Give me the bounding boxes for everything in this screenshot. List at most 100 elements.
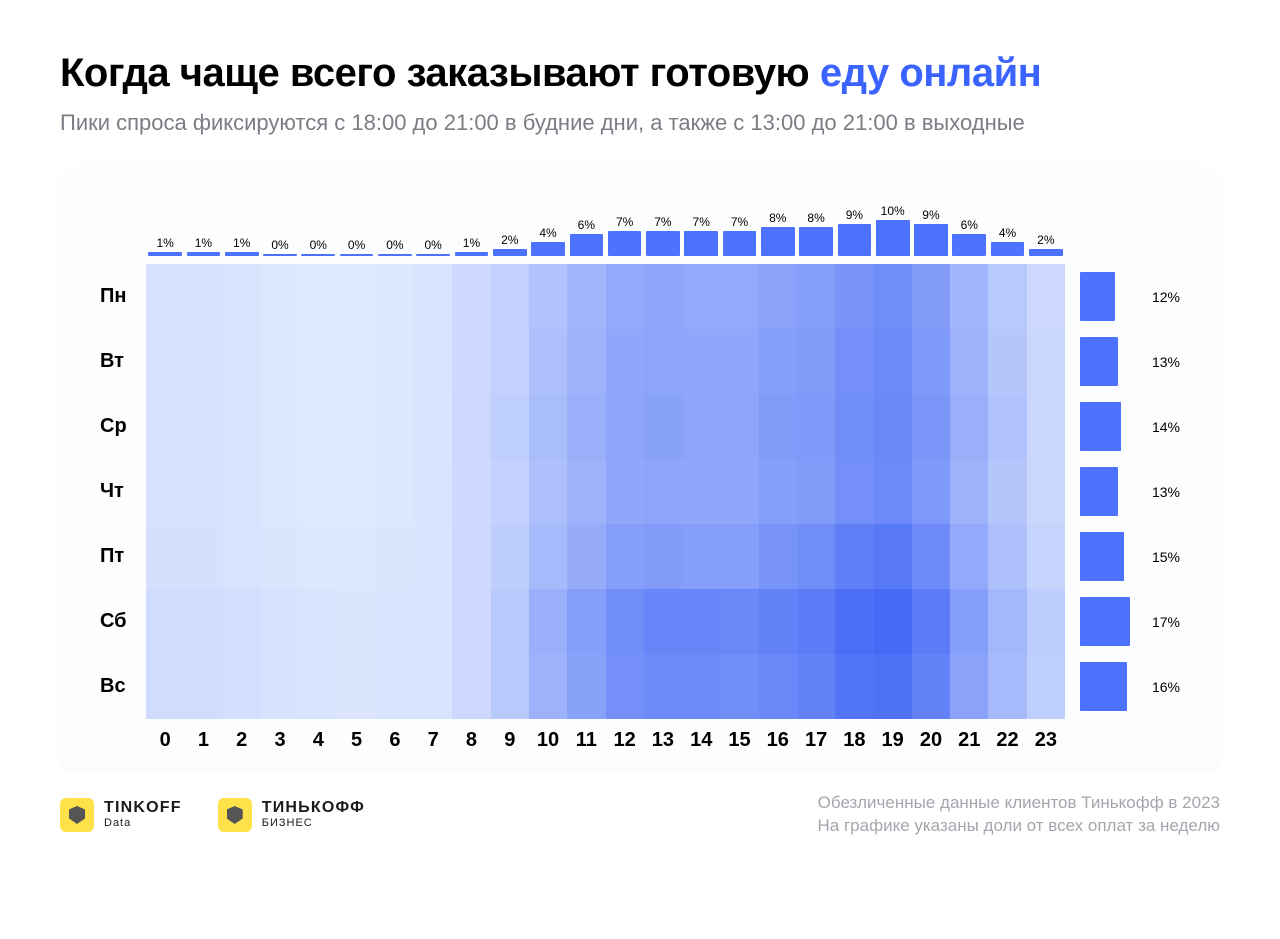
day-label: Пн: [100, 285, 146, 308]
hour-bar-rect: [225, 252, 259, 256]
heat-cell: [1027, 394, 1065, 459]
day-bar-rect: [1080, 337, 1118, 385]
hour-bar-rect: [531, 242, 565, 256]
hour-bar-rect: [187, 252, 221, 256]
day-value: 12%: [1130, 289, 1180, 305]
heat-cell: [606, 524, 644, 589]
heat-cell: [452, 329, 490, 394]
hour-label: 14: [682, 729, 720, 752]
hour-label: 18: [835, 729, 873, 752]
heat-cell: [912, 654, 950, 719]
heat-cell: [414, 329, 452, 394]
hour-bar-label: 0%: [310, 238, 327, 252]
hour-bar: 4%: [529, 196, 567, 256]
heat-cell: [606, 394, 644, 459]
hour-bar-rect: [148, 252, 182, 256]
heat-cell: [146, 264, 184, 329]
day-bar: [1080, 264, 1130, 329]
heat-cell: [950, 394, 988, 459]
heat-cell: [567, 264, 605, 329]
heat-cell: [414, 589, 452, 654]
heat-cell: [644, 459, 682, 524]
hour-bar: 1%: [452, 196, 490, 256]
day-bar: [1080, 589, 1130, 654]
hour-label: 6: [376, 729, 414, 752]
heat-cell: [606, 589, 644, 654]
heat-cell: [759, 589, 797, 654]
title-plain: Когда чаще всего заказывают готовую: [60, 51, 820, 95]
heat-cell: [184, 329, 222, 394]
hour-bar-rect: [952, 234, 986, 256]
heat-cell: [146, 524, 184, 589]
heat-cell: [682, 394, 720, 459]
hour-label: 23: [1027, 729, 1065, 752]
hour-bar: 0%: [261, 196, 299, 256]
heat-cell: [184, 654, 222, 719]
hour-bar-label: 6%: [578, 218, 595, 232]
day-bar: [1080, 524, 1130, 589]
hour-bar: 7%: [720, 196, 758, 256]
hour-bar: 1%: [146, 196, 184, 256]
heat-cell: [146, 329, 184, 394]
heat-cell: [376, 264, 414, 329]
heat-cell: [146, 654, 184, 719]
hour-bar-rect: [608, 231, 642, 256]
hour-label: 16: [759, 729, 797, 752]
heat-cell: [912, 524, 950, 589]
logo-tinkoff-data: TINKOFF Data: [60, 798, 182, 832]
heat-cell: [567, 589, 605, 654]
heat-cell: [376, 524, 414, 589]
heat-cell: [759, 264, 797, 329]
heat-cell: [912, 264, 950, 329]
heat-cell: [146, 589, 184, 654]
day-bar: [1080, 394, 1130, 459]
heat-cell: [223, 394, 261, 459]
heatmap-grid: [146, 264, 1065, 719]
day-bar-rect: [1080, 597, 1130, 645]
heat-cell: [452, 524, 490, 589]
heat-cell: [261, 329, 299, 394]
heat-cell: [529, 654, 567, 719]
heat-cell: [223, 264, 261, 329]
hour-bar-label: 7%: [731, 215, 748, 229]
hour-bar: 9%: [912, 196, 950, 256]
heat-cell: [988, 459, 1026, 524]
hour-label: 20: [912, 729, 950, 752]
heat-cell: [759, 329, 797, 394]
logos: TINKOFF Data ТИНЬКОФФ БИЗНЕС: [60, 798, 365, 832]
day-bar-rect: [1080, 272, 1115, 320]
heat-cell: [337, 524, 375, 589]
heat-cell: [452, 459, 490, 524]
hour-bar-label: 6%: [961, 218, 978, 232]
heat-cell: [529, 589, 567, 654]
logo1-main: TINKOFF: [104, 800, 182, 816]
hour-label: 12: [606, 729, 644, 752]
heat-cell: [644, 589, 682, 654]
heat-cell: [835, 329, 873, 394]
heat-cell: [414, 524, 452, 589]
hour-bar-label: 4%: [999, 226, 1016, 240]
hour-label: 19: [874, 729, 912, 752]
hour-bar: 10%: [874, 196, 912, 256]
heat-cell: [912, 329, 950, 394]
heat-cell: [720, 394, 758, 459]
hour-label: 15: [720, 729, 758, 752]
hour-label: 11: [567, 729, 605, 752]
heat-cell: [950, 329, 988, 394]
heat-cell: [874, 264, 912, 329]
heat-cell: [797, 264, 835, 329]
hour-bar-rect: [991, 242, 1025, 256]
day-bar: [1080, 654, 1130, 719]
logo-tinkoff-business: ТИНЬКОФФ БИЗНЕС: [218, 798, 365, 832]
heat-cell: [644, 524, 682, 589]
hour-bar: 8%: [797, 196, 835, 256]
heat-cell: [184, 264, 222, 329]
heat-cell: [414, 654, 452, 719]
heat-cell: [261, 264, 299, 329]
heat-cell: [950, 264, 988, 329]
heat-cell: [529, 394, 567, 459]
disclaimer: Обезличенные данные клиентов Тинькофф в …: [818, 792, 1220, 838]
day-value: 16%: [1130, 679, 1180, 695]
disclaimer-line2: На графике указаны доли от всех оплат за…: [818, 815, 1220, 838]
heat-cell: [874, 654, 912, 719]
